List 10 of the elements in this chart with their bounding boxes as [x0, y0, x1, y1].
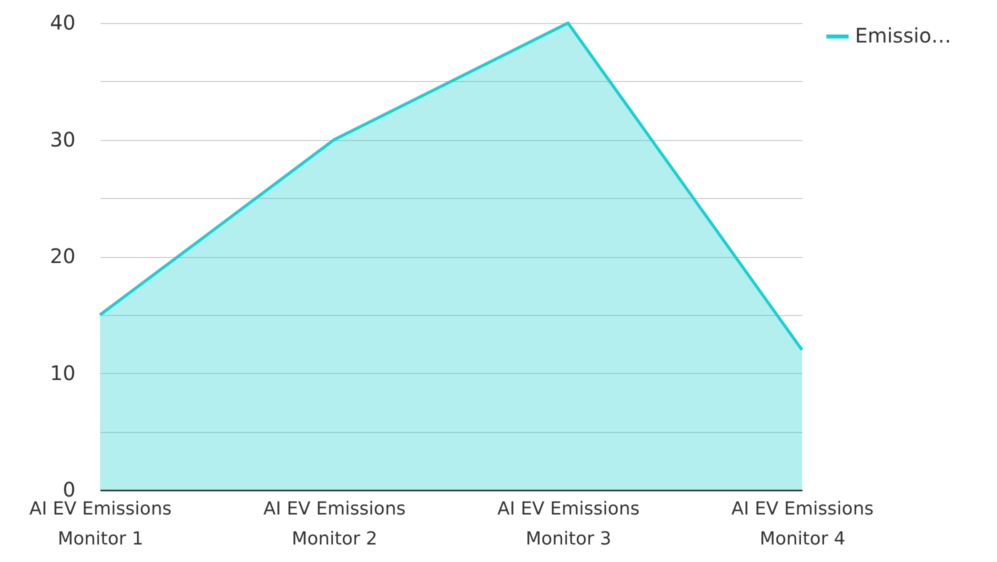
y-tick-label: 20: [50, 244, 76, 268]
y-tick-label: 0: [62, 478, 76, 502]
x-tick-label: AI EV Emissions Monitor 3: [497, 498, 640, 550]
y-tick-label: 30: [50, 127, 76, 152]
legend-label: Emissio…: [855, 24, 952, 48]
y-tick-label: 40: [50, 10, 76, 34]
y-tick-label: 10: [50, 360, 76, 385]
x-tick-label: AI EV Emissions Monitor 1: [29, 498, 172, 550]
x-tick-label: AI EV Emissions Monitor 4: [731, 498, 874, 550]
x-tick-label: AI EV Emissions Monitor 2: [263, 498, 406, 550]
